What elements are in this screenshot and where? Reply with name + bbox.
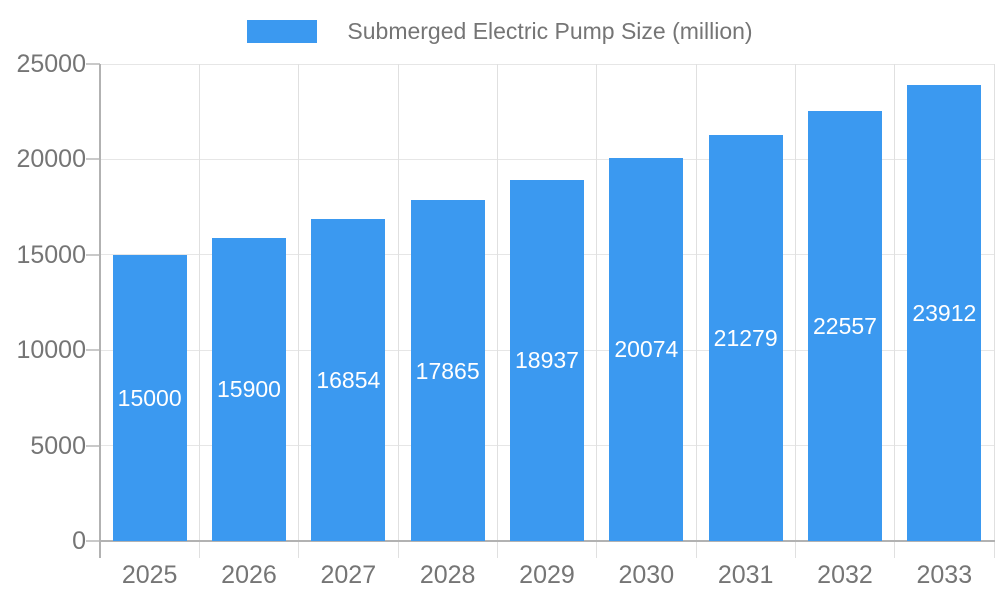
bar-2033[interactable]: 23912 xyxy=(907,84,982,541)
bar-value-label: 17865 xyxy=(415,357,480,384)
bar-value-label: 21279 xyxy=(713,324,778,351)
x-gridline xyxy=(596,64,598,558)
legend-label: Submerged Electric Pump Size (million) xyxy=(347,18,753,44)
x-tick-label: 2026 xyxy=(221,561,277,589)
y-axis-line xyxy=(99,64,101,558)
y-tick xyxy=(86,63,100,65)
bar-value-label: 20074 xyxy=(614,336,679,363)
x-tick-label: 2030 xyxy=(618,561,675,589)
x-gridline xyxy=(198,64,200,558)
bar-2029[interactable]: 18937 xyxy=(510,179,584,541)
x-gridline xyxy=(993,64,995,558)
y-tick xyxy=(86,158,100,161)
y-tick-label: 0 xyxy=(72,527,86,555)
legend-swatch xyxy=(247,20,318,43)
bar-2032[interactable]: 22557 xyxy=(808,110,882,541)
x-tick-label: 2028 xyxy=(419,561,476,589)
bar-value-label: 16854 xyxy=(316,367,381,394)
bar-value-label: 15000 xyxy=(117,384,182,411)
bar-2025[interactable]: 15000 xyxy=(112,254,187,541)
y-tick-label: 5000 xyxy=(30,431,86,460)
x-gridline xyxy=(794,64,796,558)
x-gridline xyxy=(397,64,399,558)
y-tick-label: 15000 xyxy=(16,240,86,269)
x-gridline xyxy=(496,64,498,558)
y-gridline xyxy=(100,63,994,65)
bar-2030[interactable]: 20074 xyxy=(609,157,684,541)
bar-2026[interactable]: 15900 xyxy=(212,237,286,541)
y-tick xyxy=(86,444,100,447)
x-gridline xyxy=(298,64,300,558)
x-tick-label: 2025 xyxy=(121,561,178,589)
x-gridline xyxy=(894,64,896,558)
bar-2031[interactable]: 21279 xyxy=(708,134,783,541)
x-tick-label: 2032 xyxy=(817,561,873,589)
legend[interactable]: Submerged Electric Pump Size (million) xyxy=(0,18,1000,45)
y-tick xyxy=(86,540,100,542)
y-tick xyxy=(86,349,100,352)
x-tick-label: 2029 xyxy=(519,561,575,589)
x-tick-label: 2033 xyxy=(916,561,973,589)
bar-value-label: 15900 xyxy=(217,376,281,403)
x-gridline xyxy=(695,64,697,558)
bar-value-label: 23912 xyxy=(912,299,977,326)
y-tick-label: 25000 xyxy=(16,50,86,78)
y-tick xyxy=(86,253,100,256)
x-tick-label: 2031 xyxy=(717,561,774,589)
x-tick-label: 2027 xyxy=(320,561,377,589)
x-axis-line xyxy=(99,540,995,542)
bar-value-label: 22557 xyxy=(813,312,877,339)
bar-2028[interactable]: 17865 xyxy=(410,200,485,541)
y-gridline xyxy=(100,158,994,160)
y-tick-label: 10000 xyxy=(16,336,86,365)
bar-2027[interactable]: 16854 xyxy=(311,219,386,541)
plot-area: 0 5000 10000 15000 20000 25000 15000 2025 15900 2… xyxy=(16,51,995,588)
bar-value-label: 18937 xyxy=(515,347,579,374)
y-tick-label: 20000 xyxy=(16,145,86,174)
